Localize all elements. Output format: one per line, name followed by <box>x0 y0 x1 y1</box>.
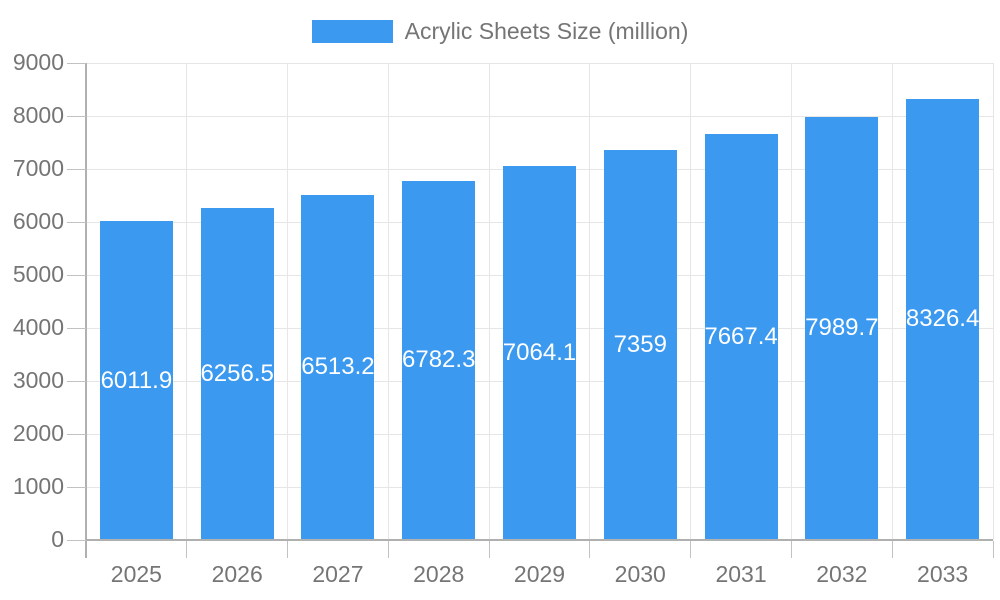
x-axis-tick <box>992 541 994 558</box>
y-axis-tick <box>67 168 86 170</box>
bar: 6513.2 <box>301 194 375 540</box>
y-axis-tick <box>67 486 86 488</box>
gridline-vertical <box>488 63 490 540</box>
y-axis-tick <box>67 115 86 117</box>
bar: 6782.3 <box>402 180 476 540</box>
y-axis-label: 1000 <box>12 473 64 499</box>
y-axis-tick <box>67 380 86 382</box>
legend-swatch <box>311 20 393 43</box>
gridline-horizontal <box>86 115 993 117</box>
y-axis-tick <box>67 62 86 64</box>
legend-label: Acrylic Sheets Size (million) <box>404 18 689 44</box>
y-axis-tick <box>67 539 86 541</box>
bar-value-label: 7359 <box>613 330 667 358</box>
bar: 6256.5 <box>200 208 274 540</box>
x-axis-tick <box>287 541 289 558</box>
bar-value-label: 6256.5 <box>200 360 274 388</box>
bar: 7667.4 <box>704 133 778 540</box>
x-axis-tick <box>690 541 692 558</box>
bar-value-label: 7064.1 <box>502 338 577 366</box>
gridline-vertical <box>186 63 188 540</box>
x-axis-label: 2027 <box>312 561 364 587</box>
x-axis-label: 2025 <box>110 561 162 587</box>
x-axis-label: 2030 <box>614 561 666 587</box>
y-axis-label: 6000 <box>12 208 64 234</box>
bar: 7064.1 <box>502 165 577 540</box>
bar-value-label: 7989.7 <box>805 314 879 342</box>
bar: 8326.4 <box>905 98 980 540</box>
gridline-vertical <box>387 63 389 540</box>
gridline-vertical <box>790 63 792 540</box>
y-axis-line <box>85 63 87 558</box>
y-axis-label: 2000 <box>12 420 64 446</box>
x-axis-tick <box>589 541 591 558</box>
gridline-vertical <box>992 63 994 540</box>
y-axis-label: 7000 <box>12 155 64 181</box>
x-axis-tick <box>790 541 792 558</box>
x-axis-tick <box>387 541 389 558</box>
bar-value-label: 7667.4 <box>704 322 778 350</box>
y-axis-tick <box>67 221 86 223</box>
x-axis-label: 2028 <box>413 561 465 587</box>
y-axis-label: 5000 <box>12 261 64 287</box>
x-axis-label: 2033 <box>917 561 969 587</box>
bar: 7989.7 <box>805 116 879 540</box>
x-axis-tick <box>186 541 188 558</box>
y-axis-label: 8000 <box>12 102 64 128</box>
x-axis-line <box>86 539 993 541</box>
x-axis-tick <box>488 541 490 558</box>
gridline-vertical <box>891 63 893 540</box>
x-axis-tick <box>85 541 87 558</box>
bar: 7359 <box>603 149 677 540</box>
x-axis-label: 2031 <box>715 561 767 587</box>
x-axis-label: 2032 <box>816 561 868 587</box>
x-axis-label: 2026 <box>211 561 263 587</box>
y-axis-tick <box>67 433 86 435</box>
y-axis-label: 4000 <box>12 314 64 340</box>
y-axis-tick <box>67 274 86 276</box>
plot-area: 6011.9 6256.5 6513.2 6782.3 7064.1 7359 7667.4… <box>86 62 994 540</box>
y-axis-tick <box>67 327 86 329</box>
y-axis-label: 0 <box>51 526 64 552</box>
y-axis-label: 9000 <box>12 49 64 75</box>
gridline-horizontal <box>86 62 993 64</box>
y-axis-label: 3000 <box>12 367 64 393</box>
gridline-vertical <box>287 63 289 540</box>
bar-value-label: 6011.9 <box>100 366 173 394</box>
gridline-vertical <box>690 63 692 540</box>
bar-value-label: 6513.2 <box>301 353 375 381</box>
bar-value-label: 6782.3 <box>402 346 476 374</box>
bar-value-label: 8326.4 <box>905 305 980 333</box>
chart-legend: Acrylic Sheets Size (million) <box>0 18 1000 45</box>
x-axis-label: 2029 <box>513 561 566 587</box>
gridline-vertical <box>589 63 591 540</box>
x-axis-tick <box>891 541 893 558</box>
bar: 6011.9 <box>99 221 173 540</box>
